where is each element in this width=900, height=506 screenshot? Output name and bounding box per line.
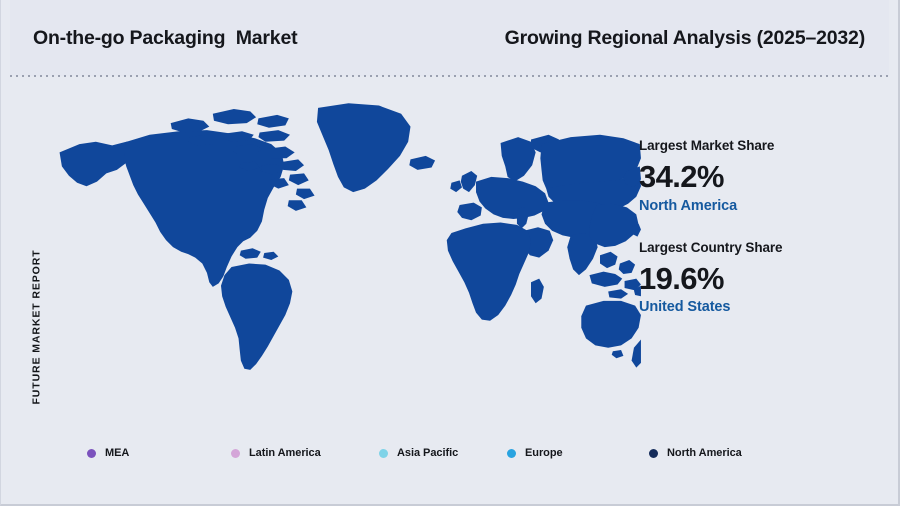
legend-item-north-america[interactable]: North America xyxy=(649,447,742,459)
stat-value: 34.2% xyxy=(639,159,725,194)
legend-item-latin-america[interactable]: Latin America xyxy=(231,447,321,459)
world-map-svg xyxy=(59,103,641,370)
stat-block-country-share: Largest Country Share 19.6% United State… xyxy=(639,240,889,316)
header-bar: On-the-go Packaging Market Growing Regio… xyxy=(10,0,889,76)
stats-panel: Largest Market Share 34.2% North America… xyxy=(639,138,889,341)
world-map xyxy=(56,88,641,398)
legend-item-europe[interactable]: Europe xyxy=(507,447,563,459)
legend-item-mea[interactable]: MEA xyxy=(87,447,129,459)
stat-region: North America xyxy=(639,197,738,214)
legend-item-asia-pacific[interactable]: Asia Pacific xyxy=(379,447,458,459)
legend-item-label: Latin America xyxy=(249,447,321,459)
legend-dot-icon xyxy=(649,448,658,458)
stat-label: Largest Country Share xyxy=(639,239,783,255)
brand-watermark-label: FUTURE MARKET REPORT xyxy=(31,249,43,405)
world-map-landmasses xyxy=(59,103,641,370)
stat-value: 19.6% xyxy=(639,260,725,296)
legend-item-label: North America xyxy=(667,447,742,459)
legend-item-label: Asia Pacific xyxy=(397,447,459,459)
brand-watermark: FUTURE MARKET REPORT xyxy=(27,232,47,422)
legend-item-label: Europe xyxy=(525,447,563,459)
stat-region: United States xyxy=(639,299,731,316)
header-divider xyxy=(10,75,889,77)
map-legend: MEA Latin America Asia Pacific Europe No… xyxy=(87,447,787,467)
legend-dot-icon xyxy=(507,448,516,458)
page-title: On-the-go Packaging Market xyxy=(33,26,298,49)
legend-item-label: MEA xyxy=(105,447,130,459)
header-subtitle: Growing Regional Analysis (2025–2032) xyxy=(504,26,866,49)
stat-label: Largest Market Share xyxy=(639,138,775,153)
legend-dot-icon xyxy=(87,448,96,458)
stat-block-market-share: Largest Market Share 34.2% North America xyxy=(639,138,889,214)
legend-dot-icon xyxy=(379,448,388,458)
legend-dot-icon xyxy=(231,448,240,458)
